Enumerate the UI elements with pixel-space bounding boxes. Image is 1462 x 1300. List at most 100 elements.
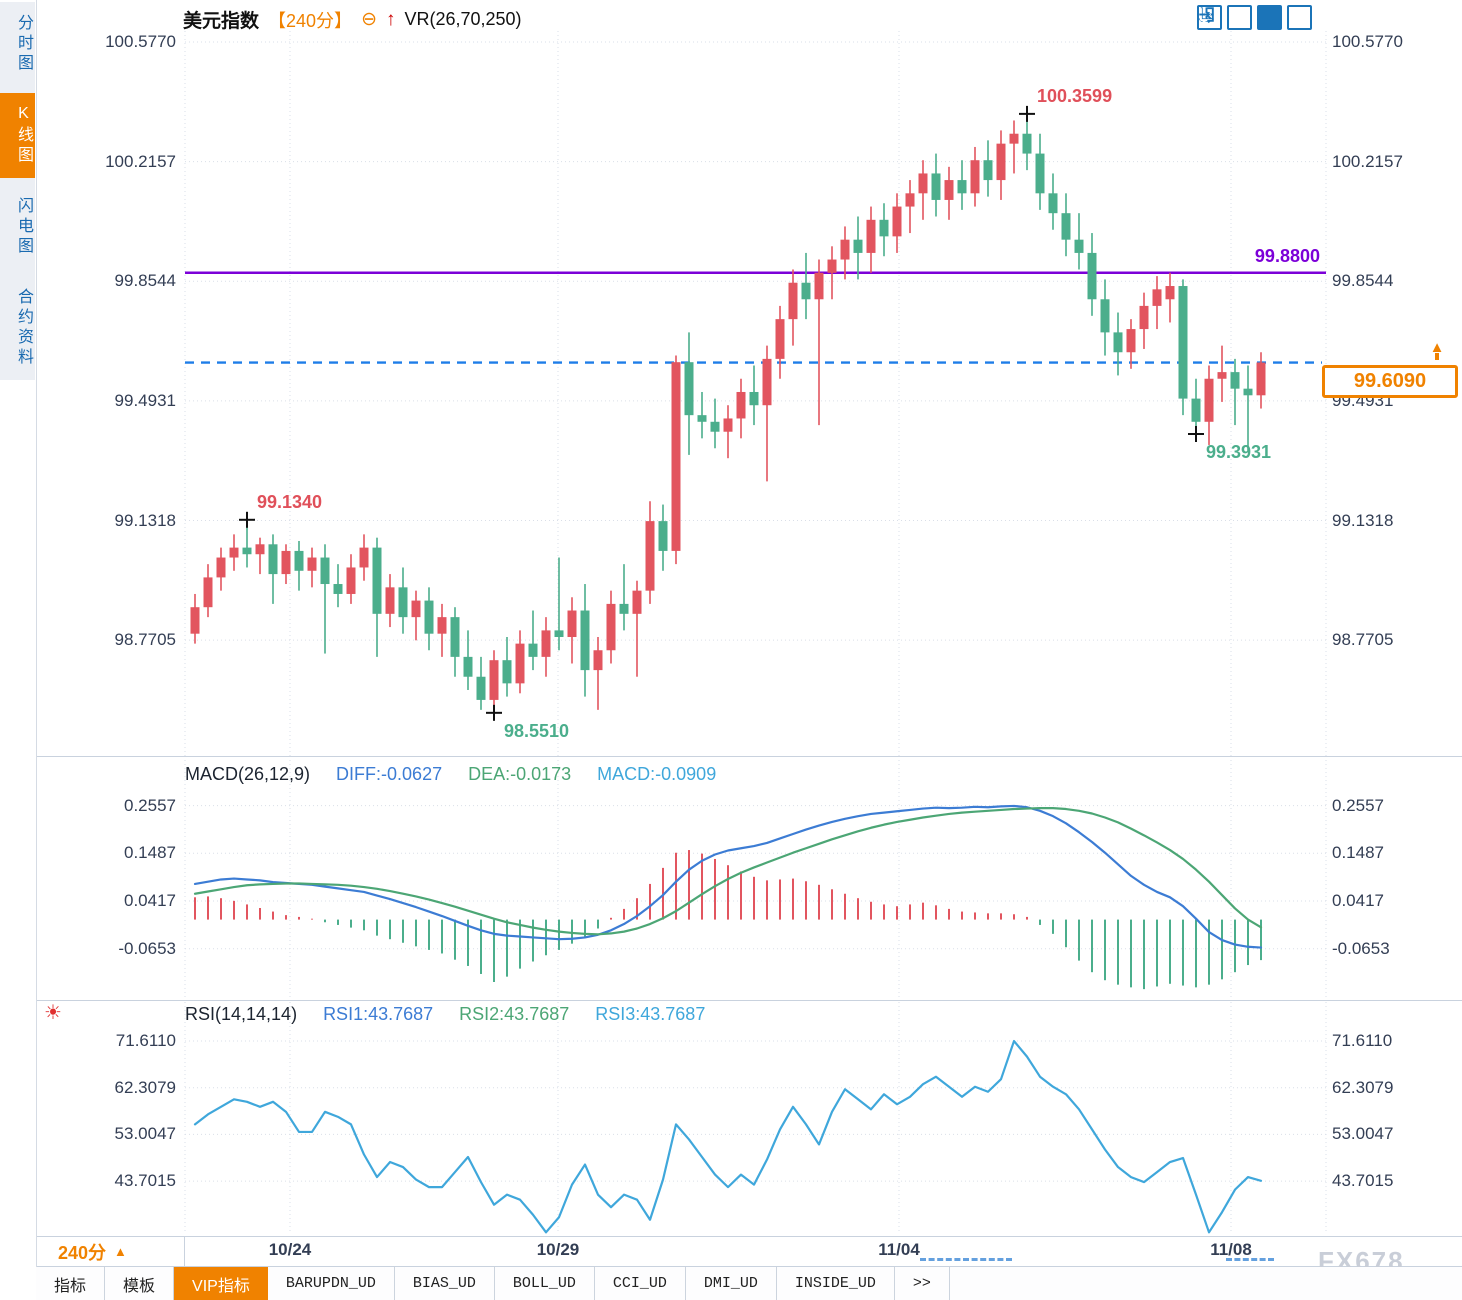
date-tick-label: 10/29 bbox=[536, 1240, 580, 1259]
candle bbox=[1139, 305, 1149, 330]
candle bbox=[879, 219, 889, 237]
candle bbox=[528, 643, 538, 657]
rsi1-value: RSI1:43.7687 bbox=[323, 1004, 434, 1024]
indicator-settings-sun-icon[interactable]: ☀ bbox=[44, 1002, 62, 1024]
candle bbox=[931, 173, 941, 200]
chart-title-bar: 美元指数 【240分】 ⊖ ↑ VR(26,70,250) bbox=[183, 6, 522, 33]
axis-tick-label: 99.1318 bbox=[1332, 510, 1394, 530]
sidebar-item-time-chart[interactable]: 分时图 bbox=[0, 2, 35, 86]
macd-title[interactable]: MACD(26,12,9) bbox=[185, 764, 311, 784]
candle bbox=[1061, 213, 1071, 240]
candle bbox=[502, 660, 512, 684]
tab-bias_ud[interactable]: BIAS_UD bbox=[395, 1267, 495, 1300]
candle bbox=[1152, 289, 1162, 306]
candle bbox=[1217, 372, 1227, 379]
candle bbox=[268, 544, 278, 575]
axis-tick-label: 53.0047 bbox=[114, 1124, 176, 1144]
candle bbox=[476, 676, 486, 700]
horizontal-line-price-label: 99.8800 bbox=[1254, 246, 1320, 266]
candle bbox=[645, 521, 655, 591]
candle bbox=[957, 180, 967, 194]
candle bbox=[1191, 398, 1201, 422]
candle bbox=[723, 418, 733, 432]
axis-tick-label: 0.0417 bbox=[124, 891, 176, 910]
candle bbox=[307, 557, 317, 571]
axis-tick-label: 53.0047 bbox=[1332, 1124, 1394, 1144]
rsi-title[interactable]: RSI(14,14,14) bbox=[185, 1004, 298, 1024]
candle bbox=[281, 550, 291, 575]
candle bbox=[814, 272, 824, 300]
axis-tick-label: 71.6110 bbox=[115, 1031, 176, 1050]
candle bbox=[853, 239, 863, 253]
axis-tick-label: 62.3079 bbox=[114, 1077, 176, 1097]
auto-scroll-chart-tool-icon[interactable] bbox=[1200, 5, 1282, 30]
candle bbox=[385, 587, 395, 614]
tab-cci_ud[interactable]: CCI_UD bbox=[595, 1267, 686, 1300]
tab-vip[interactable]: VIP指标 bbox=[174, 1267, 268, 1300]
chart-bottom-separator bbox=[36, 1236, 1462, 1237]
candle bbox=[788, 282, 798, 320]
sidebar-item-contract-info[interactable]: 合约资料 bbox=[0, 276, 35, 380]
axis-tick-label: 0.2557 bbox=[124, 795, 176, 815]
axis-tick-label: 100.2157 bbox=[1332, 151, 1403, 171]
candle bbox=[918, 173, 928, 194]
axis-tick-label: 99.8544 bbox=[1332, 271, 1394, 291]
tab-barupdn_ud[interactable]: BARUPDN_UD bbox=[268, 1267, 395, 1300]
candle bbox=[697, 415, 707, 422]
candle bbox=[606, 603, 616, 651]
tabs-top-separator bbox=[36, 1266, 1462, 1267]
tab-[interactable]: 指标 bbox=[36, 1267, 106, 1300]
candle bbox=[801, 282, 811, 300]
jump-to-latest-tool-icon[interactable] bbox=[1199, 5, 1312, 30]
tab->>[interactable]: >> bbox=[895, 1267, 950, 1300]
candle bbox=[827, 259, 837, 273]
axis-tick-label: 99.8544 bbox=[114, 271, 176, 291]
timeframe-selector[interactable]: 240分 ▲ bbox=[36, 1236, 185, 1267]
tab-boll_ud[interactable]: BOLL_UD bbox=[495, 1267, 595, 1300]
candle bbox=[1035, 153, 1045, 194]
axis-tick-label: 100.5770 bbox=[105, 32, 176, 51]
date-tick-label: 11/08 bbox=[1210, 1240, 1252, 1259]
axis-tick-label: 0.2557 bbox=[1332, 795, 1384, 815]
axis-scale-tool-icon[interactable] bbox=[1199, 5, 1252, 30]
sidebar-item-kline-chart[interactable]: K线图 bbox=[0, 93, 35, 178]
candle bbox=[1074, 239, 1084, 253]
candle bbox=[580, 610, 590, 671]
scroll-dash-hint bbox=[920, 1258, 1012, 1261]
macd-dea-line bbox=[193, 807, 1263, 936]
candle bbox=[632, 590, 642, 614]
sidebar-item-flash-chart[interactable]: 闪电图 bbox=[0, 185, 35, 269]
candle bbox=[1048, 193, 1058, 214]
tab-dmi_ud[interactable]: DMI_UD bbox=[686, 1267, 777, 1300]
timeframe-label: 【240分】 bbox=[268, 10, 353, 31]
macd-diff-line bbox=[193, 804, 1263, 949]
candle bbox=[489, 660, 499, 700]
candle bbox=[346, 567, 356, 594]
candle bbox=[840, 239, 850, 260]
candle bbox=[333, 584, 343, 594]
candle bbox=[1243, 388, 1253, 396]
extreme-price-label: 99.1340 bbox=[257, 491, 323, 512]
red-up-arrow-icon: ↑ bbox=[385, 8, 396, 30]
axis-tick-label: 98.7705 bbox=[1332, 630, 1394, 650]
candle bbox=[671, 362, 681, 551]
macd-hist-value: MACD:-0.0909 bbox=[597, 764, 717, 784]
tab-inside_ud[interactable]: INSIDE_UD bbox=[777, 1267, 895, 1300]
candle bbox=[775, 319, 785, 359]
extreme-price-label: 100.3599 bbox=[1037, 85, 1113, 106]
candle bbox=[515, 643, 525, 684]
extreme-price-label: 98.5510 bbox=[504, 720, 570, 741]
tab-[interactable]: 模板 bbox=[105, 1267, 175, 1300]
candle bbox=[1113, 332, 1123, 353]
circled-minus-icon[interactable]: ⊖ bbox=[361, 9, 377, 30]
candle bbox=[983, 160, 993, 181]
candle bbox=[866, 219, 876, 253]
timeframe-up-arrow-icon: ▲ bbox=[114, 1244, 127, 1259]
date-tick-label: 10/24 bbox=[268, 1240, 312, 1259]
candle bbox=[372, 547, 382, 614]
candle bbox=[1100, 299, 1110, 333]
candle bbox=[424, 600, 434, 634]
left-sidebar: 分时图 K线图闪电图合约资料 bbox=[0, 0, 37, 1300]
axis-tick-label: 98.7705 bbox=[114, 630, 176, 650]
